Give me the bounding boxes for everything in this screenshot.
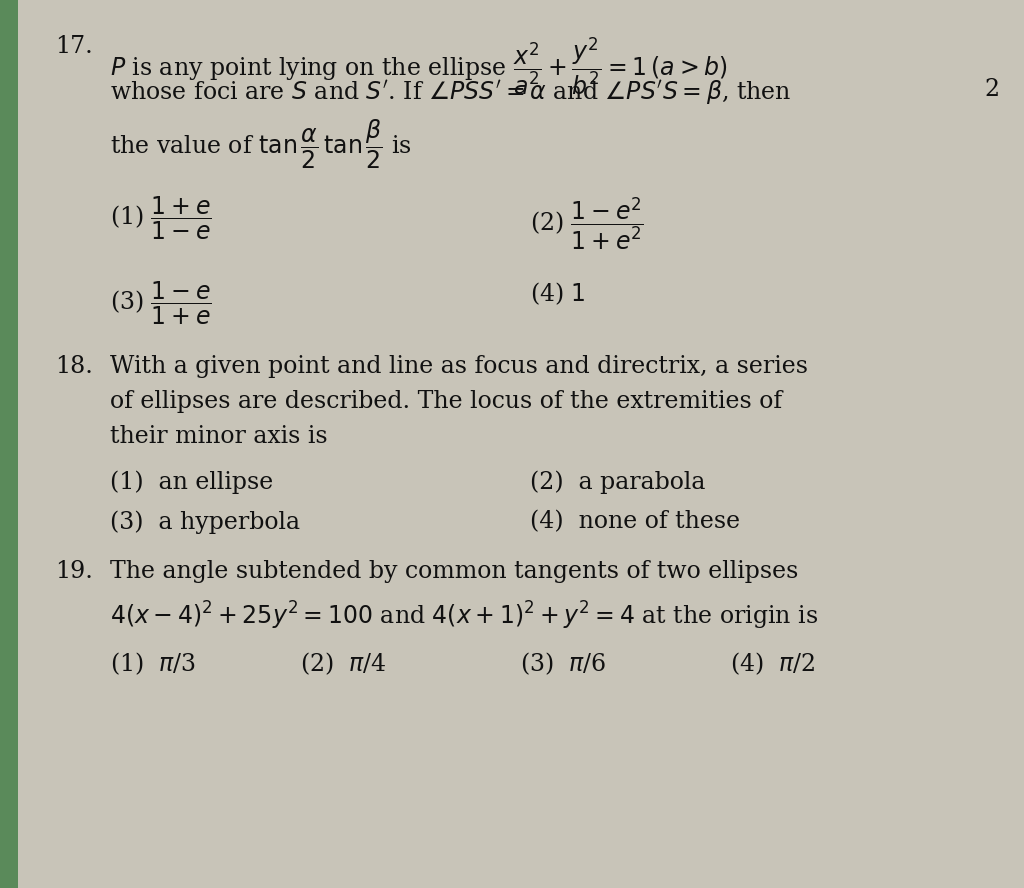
- Text: (2) $\dfrac{1-e^2}{1+e^2}$: (2) $\dfrac{1-e^2}{1+e^2}$: [530, 195, 644, 252]
- Text: 18.: 18.: [55, 355, 93, 378]
- Text: $P$ is any point lying on the ellipse $\dfrac{x^2}{a^2}+\dfrac{y^2}{b^2}=1\,(a>b: $P$ is any point lying on the ellipse $\…: [110, 35, 727, 97]
- Text: (1)  $\pi$/3: (1) $\pi$/3: [110, 650, 196, 677]
- Text: their minor axis is: their minor axis is: [110, 425, 328, 448]
- Text: With a given point and line as focus and directrix, a series: With a given point and line as focus and…: [110, 355, 808, 378]
- Text: (1)  an ellipse: (1) an ellipse: [110, 470, 273, 494]
- Text: (3) $\dfrac{1-e}{1+e}$: (3) $\dfrac{1-e}{1+e}$: [110, 280, 212, 328]
- Text: the value of $\tan\dfrac{\alpha}{2}\,\tan\dfrac{\beta}{2}$ is: the value of $\tan\dfrac{\alpha}{2}\,\ta…: [110, 118, 412, 171]
- Text: The angle subtended by common tangents of two ellipses: The angle subtended by common tangents o…: [110, 560, 799, 583]
- Text: (4) $1$: (4) $1$: [530, 280, 586, 306]
- Text: (1) $\dfrac{1+e}{1-e}$: (1) $\dfrac{1+e}{1-e}$: [110, 195, 212, 242]
- Text: 17.: 17.: [55, 35, 93, 58]
- Text: (4)  none of these: (4) none of these: [530, 510, 740, 533]
- Text: 2: 2: [985, 78, 1000, 101]
- Text: (4)  $\pi$/2: (4) $\pi$/2: [730, 650, 815, 677]
- Text: of ellipses are described. The locus of the extremities of: of ellipses are described. The locus of …: [110, 390, 782, 413]
- Text: $4(x-4)^2+25y^2=100$ and $4(x+1)^2+y^2=4$ at the origin is: $4(x-4)^2+25y^2=100$ and $4(x+1)^2+y^2=4…: [110, 600, 818, 632]
- Text: whose foci are $S$ and $S'$. If $\angle PSS' = \alpha$ and $\angle PS'S = \beta$: whose foci are $S$ and $S'$. If $\angle …: [110, 78, 792, 107]
- FancyBboxPatch shape: [0, 0, 18, 888]
- Text: (2)  a parabola: (2) a parabola: [530, 470, 706, 494]
- Text: (3)  a hyperbola: (3) a hyperbola: [110, 510, 300, 534]
- Text: 19.: 19.: [55, 560, 93, 583]
- Text: (2)  $\pi$/4: (2) $\pi$/4: [300, 650, 386, 677]
- Text: (3)  $\pi$/6: (3) $\pi$/6: [520, 650, 606, 677]
